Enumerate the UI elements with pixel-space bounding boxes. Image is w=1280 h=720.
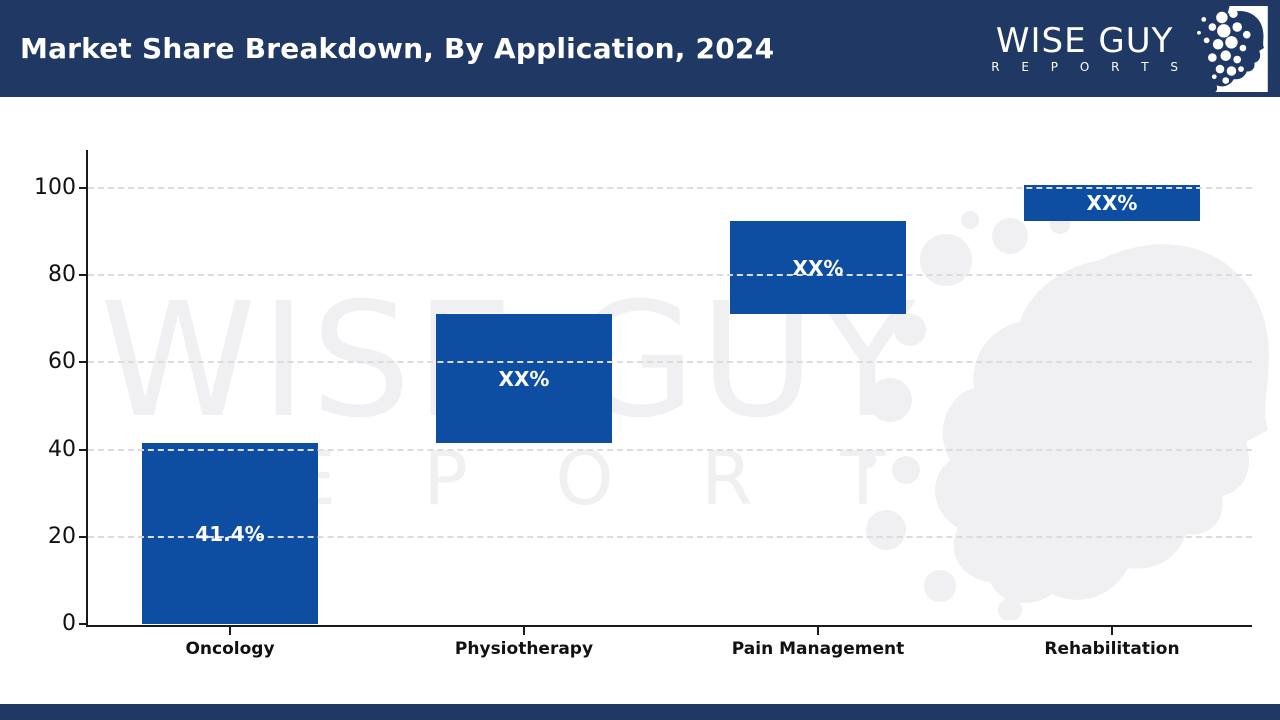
watermark-head-icon (860, 211, 1269, 620)
gridline-20 (88, 535, 1252, 538)
y-tick-label: 100 (34, 175, 76, 200)
logo-text: WISE GUY R E P O R T S (991, 24, 1178, 73)
y-tick-label: 40 (48, 436, 76, 462)
y-tick-mark (79, 187, 87, 189)
bar-value-label: XX% (1086, 190, 1138, 215)
chart-plot-area: 41.4% XX% XX% XX% 0 20 40 60 80 100 Oncology Physi… (0, 97, 1280, 704)
header-bar: Market Share Breakdown, By Application, … (0, 0, 1280, 97)
bar-rehabilitation (1024, 184, 1200, 221)
gridline-80 (88, 274, 1252, 277)
footer-bar (0, 704, 1280, 720)
y-tick-mark (79, 361, 87, 364)
gridline-100 (88, 187, 1252, 189)
x-tick-mark (229, 627, 231, 635)
y-tick-label: 60 (48, 349, 76, 375)
gridline-60 (88, 361, 1252, 364)
y-tick-label: 80 (48, 262, 76, 288)
bar-value-label: 41.4% (195, 521, 265, 546)
x-tick-label-pain-management: Pain Management (731, 639, 905, 659)
gridline-40 (88, 448, 1252, 451)
page-title: Market Share Breakdown, By Application, … (20, 32, 775, 65)
y-tick-label: 20 (48, 523, 76, 549)
wise-guy-logo: WISE GUY R E P O R T S (991, 0, 1268, 97)
x-tick-label-oncology: Oncology (185, 639, 275, 659)
logo-wordmark: WISE GUY (995, 21, 1174, 61)
y-tick-mark (79, 623, 87, 625)
x-tick-label-rehabilitation: Rehabilitation (1044, 639, 1180, 659)
bar-oncology (142, 443, 318, 624)
y-tick-mark (79, 448, 87, 451)
dotted-head-profile-icon (1197, 5, 1268, 92)
bar-value-label: XX% (498, 366, 550, 391)
y-tick-mark (79, 535, 87, 538)
y-tick-label: 0 (62, 611, 76, 636)
x-tick-label-physiotherapy: Physiotherapy (454, 639, 594, 659)
bar-physiotherapy (436, 314, 612, 444)
logo-subtitle: R E P O R T S (991, 60, 1187, 74)
y-tick-mark (79, 274, 87, 277)
x-tick-mark (523, 627, 525, 635)
x-tick-mark (1111, 627, 1113, 635)
y-axis-line (86, 150, 88, 627)
x-axis-line (86, 625, 1252, 627)
bar-pain-management (730, 220, 906, 315)
x-tick-mark (817, 627, 819, 635)
bar-value-label: XX% (792, 255, 844, 280)
